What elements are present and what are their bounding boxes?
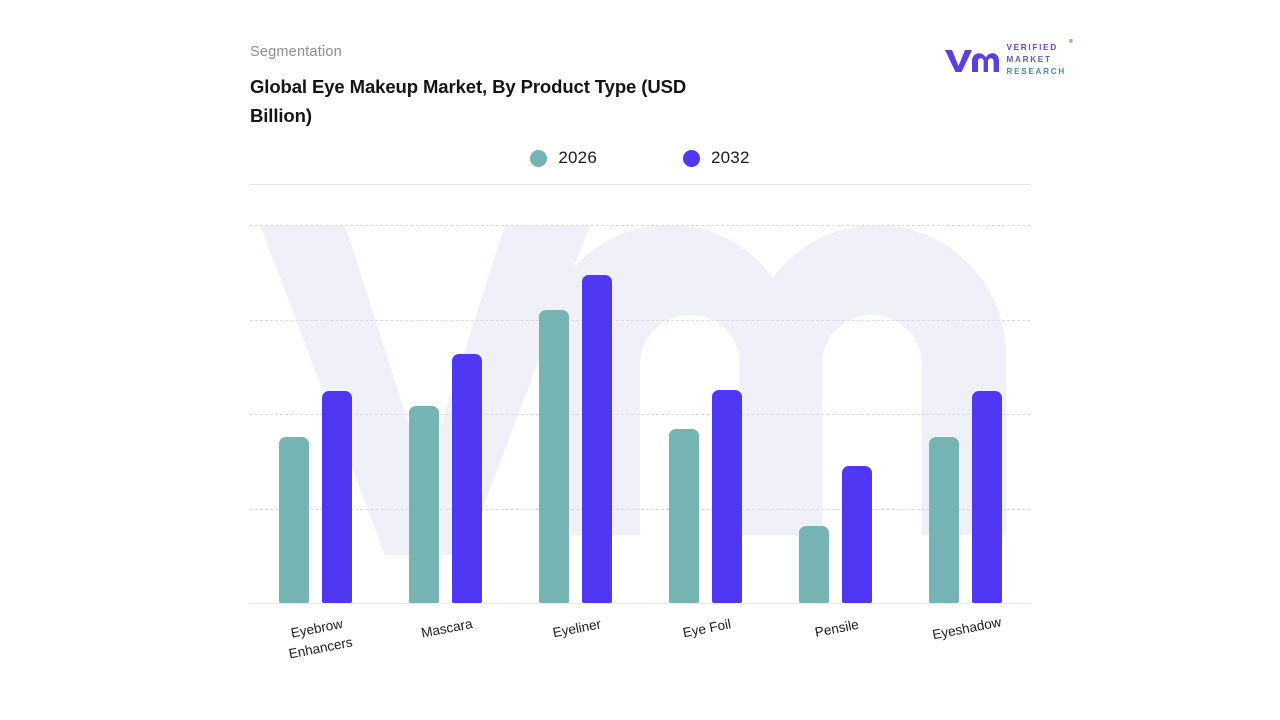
chart-header: Segmentation Global Eye Makeup Market, B… — [250, 44, 1030, 131]
x-axis-label: Eyeliner — [551, 616, 603, 641]
legend-label: 2026 — [558, 148, 597, 167]
plot-area — [250, 225, 1030, 603]
bar-2026[interactable] — [668, 429, 699, 603]
bar-2032[interactable] — [451, 353, 482, 603]
header-divider — [250, 184, 1030, 185]
bar-2026[interactable] — [928, 436, 959, 603]
bar-2032[interactable] — [321, 391, 352, 603]
bar-2032[interactable] — [841, 465, 872, 603]
logo-line-market: MARKET — [1006, 54, 1052, 64]
bar-group — [900, 225, 1030, 603]
bar-group — [250, 225, 380, 603]
segmentation-kicker: Segmentation — [250, 44, 342, 60]
axis-baseline — [250, 603, 1030, 604]
x-axis-label: Pensile — [813, 616, 860, 640]
x-axis-label: Eyeshadow — [931, 614, 1003, 643]
vmr-logo-text: VERIFIED ® MARKET RESEARCH — [1006, 39, 1073, 78]
gridline — [250, 319, 1030, 321]
bar-group — [510, 225, 640, 603]
page-title: Global Eye Makeup Market, By Product Typ… — [250, 76, 687, 127]
bar-group — [770, 225, 900, 603]
bar-2026[interactable] — [538, 310, 569, 603]
x-axis-labels: Eyebrow Enhancers Mascara Eyeliner Eye Foil… — [250, 603, 1030, 683]
bar-2032[interactable] — [711, 390, 742, 603]
vmr-logo-mark-icon — [943, 46, 1000, 74]
chart-legend: 2026 2032 — [250, 148, 1030, 168]
bar-2026[interactable] — [408, 405, 439, 603]
bar-2032[interactable] — [971, 391, 1002, 603]
vmr-logo: VERIFIED ® MARKET RESEARCH — [943, 39, 1073, 78]
bar-2026[interactable] — [798, 525, 829, 603]
legend-swatch-icon — [683, 149, 700, 167]
bar-2032[interactable] — [581, 275, 612, 603]
bar-group — [380, 225, 510, 603]
gridline — [250, 225, 1030, 226]
bar-groups — [250, 225, 1030, 603]
registered-mark-icon: ® — [1068, 39, 1073, 45]
x-axis-label: Eyebrow Enhancers — [287, 615, 354, 662]
gridline — [250, 508, 1030, 510]
bar-2026[interactable] — [278, 436, 309, 603]
x-axis-label: Eye Foil — [681, 616, 733, 641]
x-axis-label: Mascara — [419, 616, 474, 641]
legend-label: 2032 — [711, 148, 750, 167]
gridline — [250, 414, 1030, 415]
legend-swatch-icon — [530, 149, 548, 167]
bar-group — [640, 225, 770, 603]
legend-item-2026[interactable]: 2026 — [530, 148, 597, 168]
logo-line-verified: VERIFIED ® — [1006, 39, 1073, 52]
logo-line-research: RESEARCH — [1006, 66, 1066, 76]
legend-item-2032[interactable]: 2032 — [683, 148, 750, 168]
